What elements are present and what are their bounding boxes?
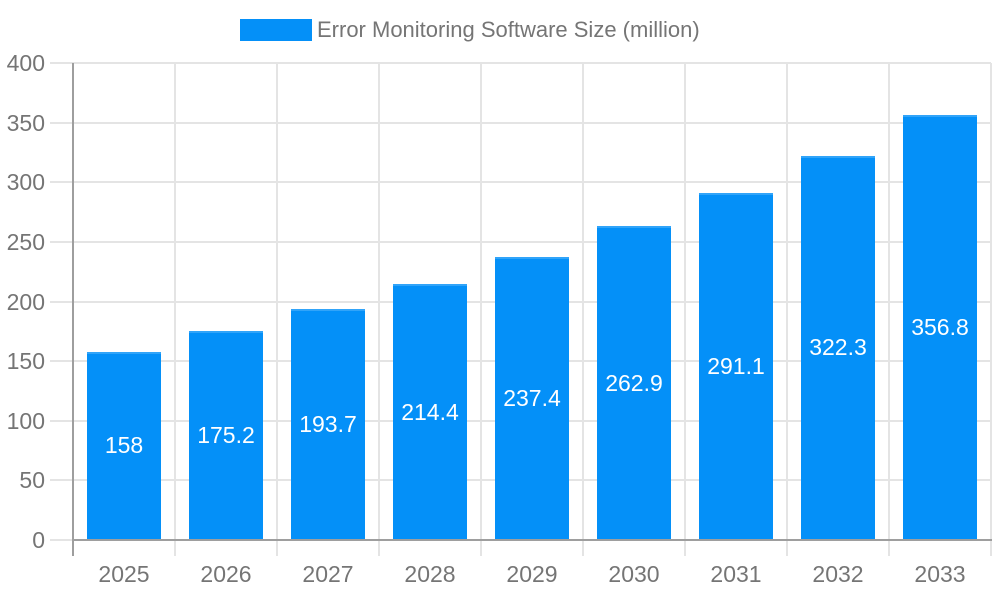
bar-value-label: 356.8 [911, 313, 969, 340]
y-axis-tick-label: 350 [6, 109, 45, 136]
y-gridline [50, 62, 991, 64]
x-axis-tick-label: 2033 [914, 561, 966, 587]
bar[interactable] [495, 256, 569, 539]
bar-value-label: 322.3 [809, 334, 867, 361]
x-gridline [174, 63, 176, 556]
y-gridline [50, 539, 73, 541]
y-axis-tick-label: 250 [6, 228, 45, 255]
bar-value-label: 175.2 [197, 422, 255, 449]
x-gridline [990, 63, 992, 556]
x-axis-tick-label: 2031 [710, 561, 762, 587]
bar[interactable] [291, 309, 365, 539]
bar[interactable] [189, 331, 263, 539]
x-gridline [888, 63, 890, 556]
x-gridline [684, 63, 686, 556]
bar-value-label: 291.1 [707, 352, 765, 379]
bar[interactable] [393, 284, 467, 539]
bar-value-label: 193.7 [299, 411, 357, 437]
x-axis-tick-label: 2030 [608, 561, 660, 587]
y-axis-tick-label: 300 [6, 169, 45, 196]
y-axis-line [72, 63, 74, 556]
bar[interactable] [87, 351, 161, 539]
bar-value-label: 158 [104, 432, 144, 459]
legend-swatch-icon [240, 19, 312, 41]
x-gridline [378, 63, 380, 556]
y-axis-tick-label: 200 [6, 288, 45, 315]
y-gridline [50, 181, 991, 184]
x-gridline [786, 63, 788, 556]
y-axis-tick-label: 100 [6, 407, 45, 434]
bar-value-label: 237.4 [503, 384, 561, 411]
y-gridline [50, 240, 991, 243]
x-axis-tick-label: 2025 [98, 561, 150, 587]
bar[interactable] [699, 192, 773, 539]
x-axis-tick-label: 2027 [302, 561, 354, 587]
x-axis-tick-label: 2026 [200, 561, 252, 587]
y-axis-tick-label: 400 [6, 50, 45, 76]
bar[interactable] [903, 114, 977, 539]
x-axis-tick-label: 2032 [812, 561, 864, 587]
bar-value-label: 262.9 [605, 369, 663, 396]
y-axis-tick-label: 50 [19, 467, 45, 494]
y-axis-tick-label: 0 [32, 527, 45, 553]
x-gridline [582, 63, 584, 556]
x-axis-tick-label: 2029 [506, 561, 558, 587]
y-axis-tick-label: 150 [6, 348, 45, 375]
x-axis-tick-label: 2028 [404, 561, 456, 587]
x-gridline [276, 63, 278, 556]
bar[interactable] [801, 155, 875, 539]
x-gridline [480, 63, 482, 556]
x-axis-line [72, 539, 992, 541]
bar-value-label: 214.4 [401, 398, 459, 425]
bar[interactable] [597, 226, 671, 539]
y-gridline [50, 121, 991, 124]
legend-label: Error Monitoring Software Size (million) [317, 17, 700, 42]
